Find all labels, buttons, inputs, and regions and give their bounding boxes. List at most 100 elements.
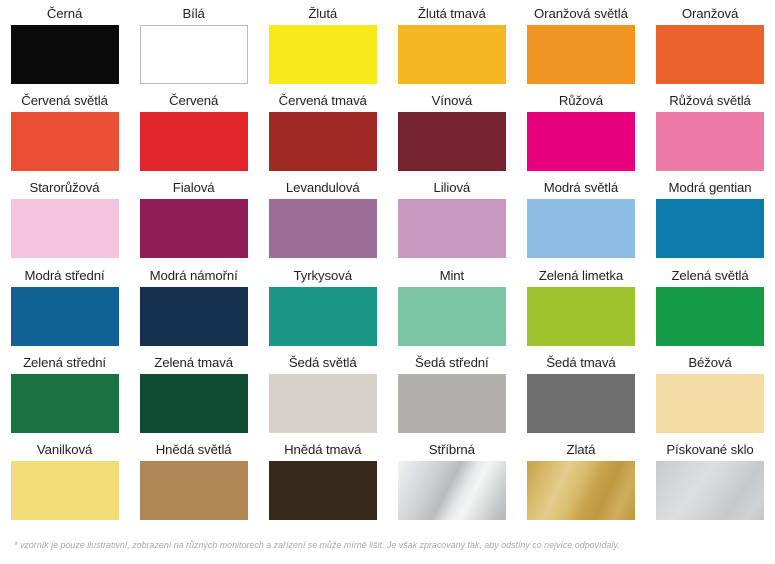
swatch-color-chip[interactable] (656, 286, 765, 346)
swatch-cell[interactable]: Oranžová světlá (516, 0, 645, 87)
swatch-color-chip[interactable] (268, 112, 377, 172)
swatch-cell[interactable]: Červená tmavá (258, 87, 387, 174)
swatch-cell[interactable]: Žlutá tmavá (387, 0, 516, 87)
swatch-cell[interactable]: Zelená limetka (516, 262, 645, 349)
swatch-color-chip[interactable] (139, 112, 248, 172)
swatch-label: Žlutá tmavá (417, 6, 486, 21)
swatch-color-chip[interactable] (397, 112, 506, 172)
swatch-color-chip[interactable] (139, 373, 248, 433)
swatch-cell[interactable]: Červená světlá (0, 87, 129, 174)
swatch-cell[interactable]: Žlutá (258, 0, 387, 87)
swatch-cell[interactable]: Stříbrná (387, 436, 516, 523)
swatch-color-chip[interactable] (10, 373, 119, 433)
swatch-color-chip[interactable] (139, 460, 248, 520)
swatch-label: Červená tmavá (278, 93, 367, 109)
swatch-cell[interactable]: Béžová (645, 349, 774, 436)
swatch-label: Šedá světlá (288, 354, 357, 370)
swatch-color-chip[interactable] (10, 112, 119, 172)
swatch-label: Pískované sklo (666, 441, 754, 457)
swatch-label: Červená světlá (21, 93, 108, 109)
swatch-cell[interactable]: Modrá střední (0, 262, 129, 349)
swatch-color-chip[interactable] (656, 25, 765, 84)
swatch-color-chip[interactable] (397, 199, 506, 259)
swatch-color-chip[interactable] (268, 286, 377, 346)
swatch-color-chip[interactable] (656, 199, 765, 259)
swatch-cell[interactable]: Fialová (129, 174, 258, 261)
swatch-cell[interactable]: Oranžová (645, 0, 774, 87)
swatch-label: Bílá (182, 6, 205, 21)
swatch-label: Tyrkysová (293, 267, 353, 283)
swatch-color-chip[interactable] (268, 460, 377, 520)
swatch-color-chip[interactable] (139, 286, 248, 346)
swatch-color-chip[interactable] (526, 25, 635, 84)
swatch-color-chip[interactable] (397, 25, 506, 84)
swatch-label: Zelená střední (23, 354, 106, 370)
swatch-label: Hnědá tmavá (284, 441, 362, 457)
swatch-label: Modrá gentian (668, 180, 752, 196)
swatch-color-chip[interactable] (656, 460, 765, 520)
swatch-color-chip[interactable] (10, 286, 119, 346)
swatch-cell[interactable]: Zelená světlá (645, 262, 774, 349)
swatch-color-chip[interactable] (139, 199, 248, 259)
swatch-color-chip[interactable] (397, 373, 506, 433)
swatch-color-chip[interactable] (526, 112, 635, 172)
swatch-cell[interactable]: Liliová (387, 174, 516, 261)
swatch-label: Červená (169, 93, 219, 109)
swatch-cell[interactable]: Hnědá tmavá (258, 436, 387, 523)
swatch-label: Vínová (431, 93, 473, 109)
swatch-label: Růžová světlá (669, 93, 751, 109)
swatch-color-chip[interactable] (268, 199, 377, 259)
swatch-cell[interactable]: Modrá gentian (645, 174, 774, 261)
swatch-cell[interactable]: Vanilková (0, 436, 129, 523)
swatch-cell[interactable]: Růžová (516, 87, 645, 174)
swatch-cell[interactable]: Starorůžová (0, 174, 129, 261)
swatch-color-chip[interactable] (526, 199, 635, 259)
swatch-color-chip[interactable] (268, 373, 377, 433)
swatch-cell[interactable]: Zelená střední (0, 349, 129, 436)
swatch-label: Hnědá světlá (155, 441, 232, 457)
swatch-color-chip[interactable] (526, 373, 635, 433)
swatch-cell[interactable]: Zlatá (516, 436, 645, 523)
swatch-color-chip[interactable] (526, 286, 635, 346)
swatch-color-chip[interactable] (268, 25, 377, 84)
swatch-color-chip[interactable] (526, 460, 635, 520)
swatch-cell[interactable]: Tyrkysová (258, 262, 387, 349)
swatch-label: Modrá světlá (543, 180, 619, 196)
swatch-label: Mint (439, 267, 465, 283)
swatch-cell[interactable]: Zelená tmavá (129, 349, 258, 436)
swatch-cell[interactable]: Mint (387, 262, 516, 349)
swatch-grid: Černá Bílá Žlutá Žlutá tmavá Oranžová světlá… (0, 0, 774, 523)
swatch-color-chip[interactable] (10, 25, 119, 84)
swatch-label: Fialová (172, 180, 215, 196)
swatch-cell[interactable]: Šedá tmavá (516, 349, 645, 436)
swatch-cell[interactable]: Červená (129, 87, 258, 174)
swatch-cell[interactable]: Levandulová (258, 174, 387, 261)
swatch-cell[interactable]: Vínová (387, 87, 516, 174)
swatch-label: Vanilková (36, 441, 93, 457)
swatch-cell[interactable]: Pískované sklo (645, 436, 774, 523)
swatch-color-chip[interactable] (397, 286, 506, 346)
swatch-cell[interactable]: Černá (0, 0, 129, 87)
swatch-label: Žlutá (308, 6, 338, 21)
swatch-cell[interactable]: Šedá střední (387, 349, 516, 436)
footnote-disclaimer: * vzorník je pouze ilustrativní, zobraze… (14, 540, 620, 550)
swatch-label: Zelená limetka (538, 267, 624, 283)
swatch-cell[interactable]: Hnědá světlá (129, 436, 258, 523)
swatch-label: Béžová (688, 354, 732, 370)
swatch-cell[interactable]: Modrá světlá (516, 174, 645, 261)
swatch-color-chip[interactable] (10, 199, 119, 259)
swatch-cell[interactable]: Růžová světlá (645, 87, 774, 174)
swatch-cell[interactable]: Bílá (129, 0, 258, 87)
swatch-color-chip[interactable] (397, 460, 506, 520)
swatch-label: Zelená tmavá (154, 354, 233, 370)
swatch-color-chip[interactable] (10, 460, 119, 520)
swatch-color-chip[interactable] (139, 25, 248, 84)
swatch-label: Šedá tmavá (546, 354, 616, 370)
swatch-color-chip[interactable] (656, 112, 765, 172)
swatch-label: Oranžová (681, 6, 739, 21)
swatch-label: Starorůžová (29, 180, 100, 196)
swatch-color-chip[interactable] (656, 373, 765, 433)
swatch-cell[interactable]: Modrá námořní (129, 262, 258, 349)
swatch-cell[interactable]: Šedá světlá (258, 349, 387, 436)
